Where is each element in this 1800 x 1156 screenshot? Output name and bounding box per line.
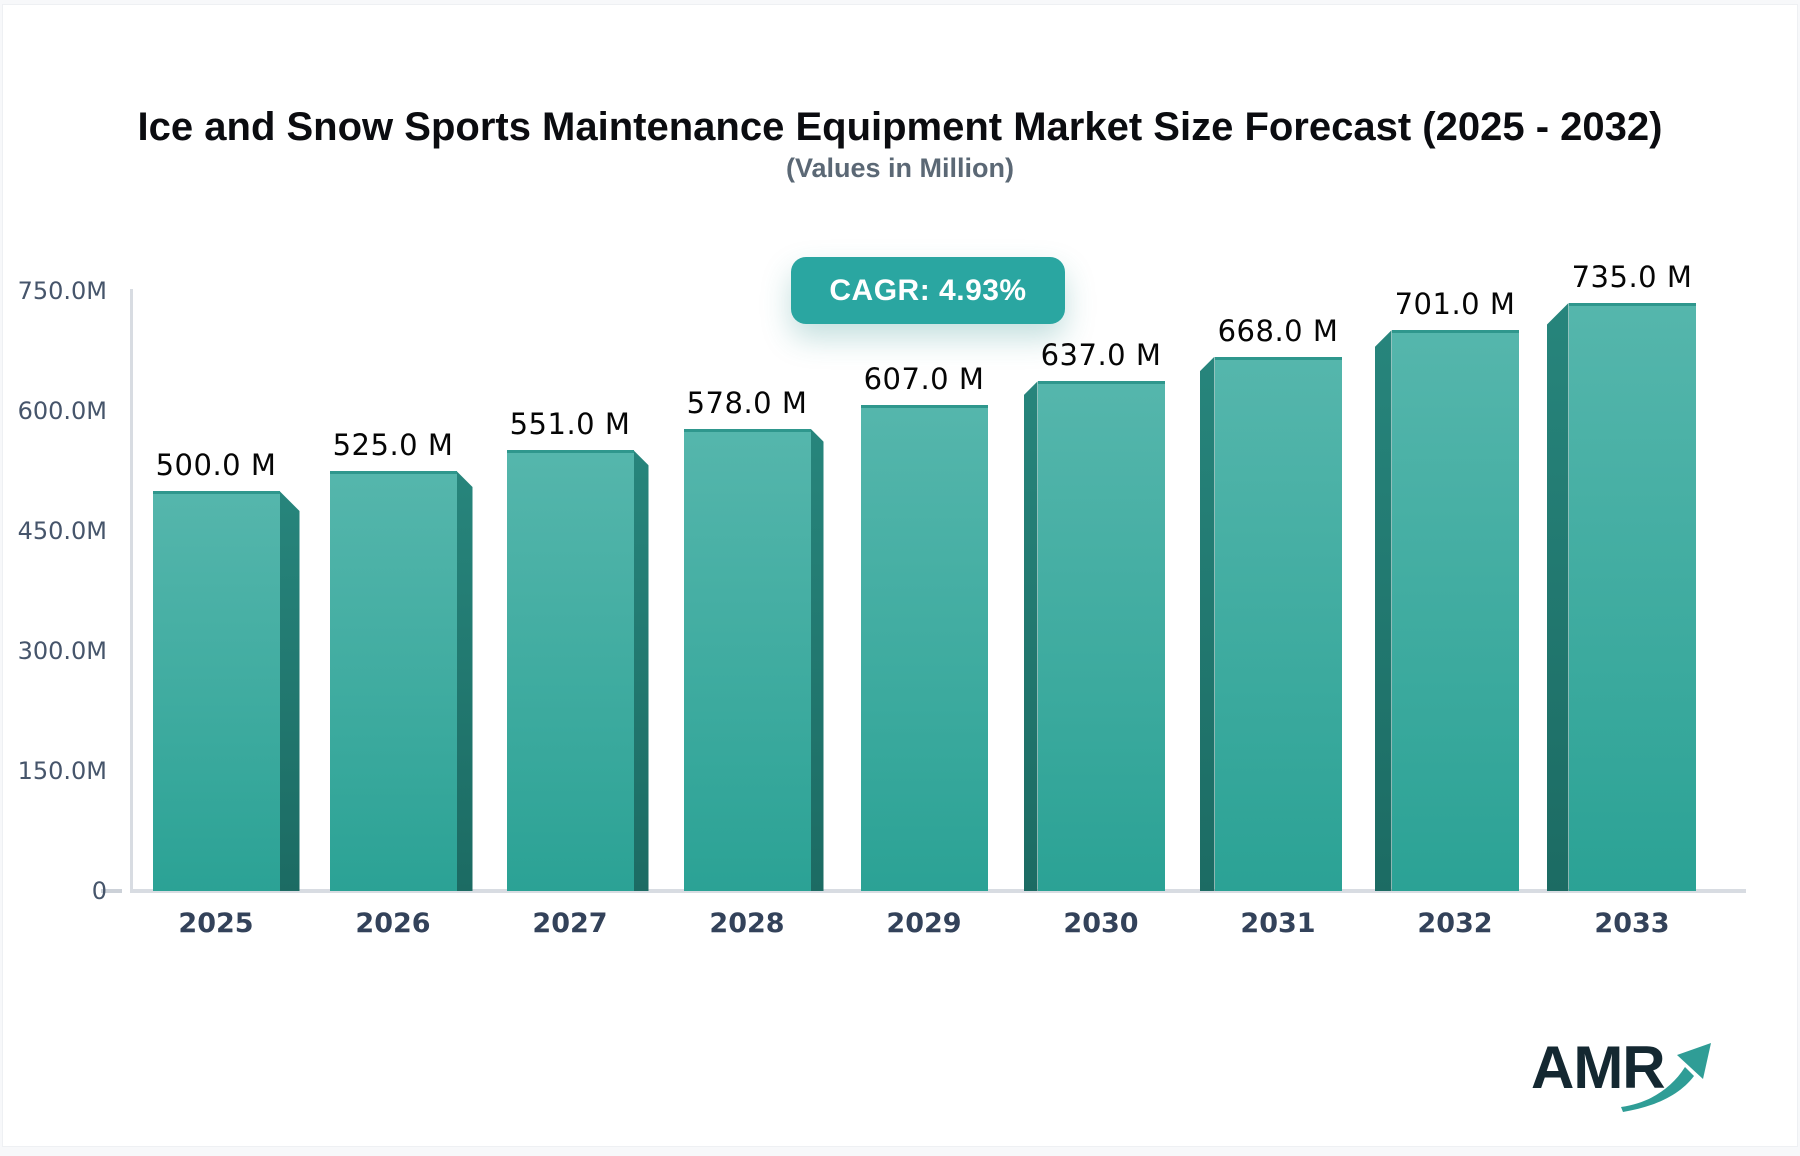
bar-2028 — [683, 428, 811, 891]
x-axis-label-2030: 2030 — [1063, 908, 1139, 939]
y-axis-tick-label: 150.0M — [17, 757, 107, 785]
bar-side-2025 — [279, 491, 300, 891]
y-axis-tick-label: 300.0M — [17, 637, 107, 665]
bar-side-2031 — [1199, 356, 1215, 891]
bar-2025 — [152, 491, 280, 891]
growth-arrow-icon — [1621, 1043, 1711, 1112]
bar-value-label-2033: 735.0 M — [1571, 260, 1693, 294]
bar-value-label-2030: 637.0 M — [1040, 338, 1162, 373]
bar-2027 — [506, 450, 634, 891]
x-axis-label-2033: 2033 — [1594, 908, 1670, 939]
bar-side-2030 — [1023, 381, 1038, 891]
y-axis-tick-label: 750.0M — [17, 277, 107, 305]
bar-2033 — [1568, 303, 1696, 891]
amr-logo: AMR — [1531, 1033, 1741, 1119]
x-axis-label-2028: 2028 — [709, 908, 785, 939]
bar-2029 — [860, 405, 988, 891]
y-axis-line — [130, 289, 133, 893]
amr-logo-text: AMR — [1531, 1034, 1666, 1101]
x-axis-line — [130, 889, 1746, 893]
x-axis-label-2032: 2032 — [1417, 908, 1493, 939]
bar-chart: 750.0M 600.0M 450.0M 300.0M 150.0M 0 500.0 M 5… — [3, 5, 1800, 1156]
bar-value-label-2028: 578.0 M — [686, 385, 808, 420]
chart-title: Ice and Snow Sports Maintenance Equipmen… — [137, 105, 1663, 149]
y-axis-tick-label: 600.0M — [17, 397, 107, 425]
bar-side-2028 — [810, 428, 824, 891]
bar-side-2032 — [1374, 330, 1392, 891]
y-axis-tick-label: 450.0M — [17, 517, 107, 545]
bar-value-label-2032: 701.0 M — [1394, 287, 1516, 322]
bar-2026 — [329, 471, 457, 891]
bar-value-label-2026: 525.0 M — [332, 428, 454, 462]
bar-value-label-2025: 500.0 M — [155, 448, 277, 482]
bar-2030 — [1037, 381, 1165, 891]
bar-2032 — [1391, 330, 1519, 891]
bar-2031 — [1214, 356, 1342, 891]
cagr-badge: CAGR: 4.93% — [791, 257, 1065, 324]
x-axis-label-2026: 2026 — [355, 908, 431, 939]
bar-side-2026 — [456, 471, 473, 891]
bar-value-label-2027: 551.0 M — [509, 407, 631, 442]
x-axis-label-2031: 2031 — [1240, 908, 1316, 939]
bar-side-2033 — [1546, 303, 1569, 891]
chart-card: Ice and Snow Sports Maintenance Equipmen… — [2, 4, 1798, 1147]
x-axis-label-2027: 2027 — [532, 908, 608, 939]
bar-value-label-2029: 607.0 M — [863, 362, 985, 397]
x-axis-label-2029: 2029 — [886, 908, 962, 939]
bar-side-2027 — [633, 450, 649, 891]
chart-subtitle: (Values in Million) — [785, 153, 1015, 183]
y-axis-tick-label: 0 — [91, 877, 107, 905]
bar-value-label-2031: 668.0 M — [1217, 313, 1339, 348]
x-axis-label-2025: 2025 — [178, 908, 254, 939]
zero-tick-mark — [101, 889, 122, 893]
